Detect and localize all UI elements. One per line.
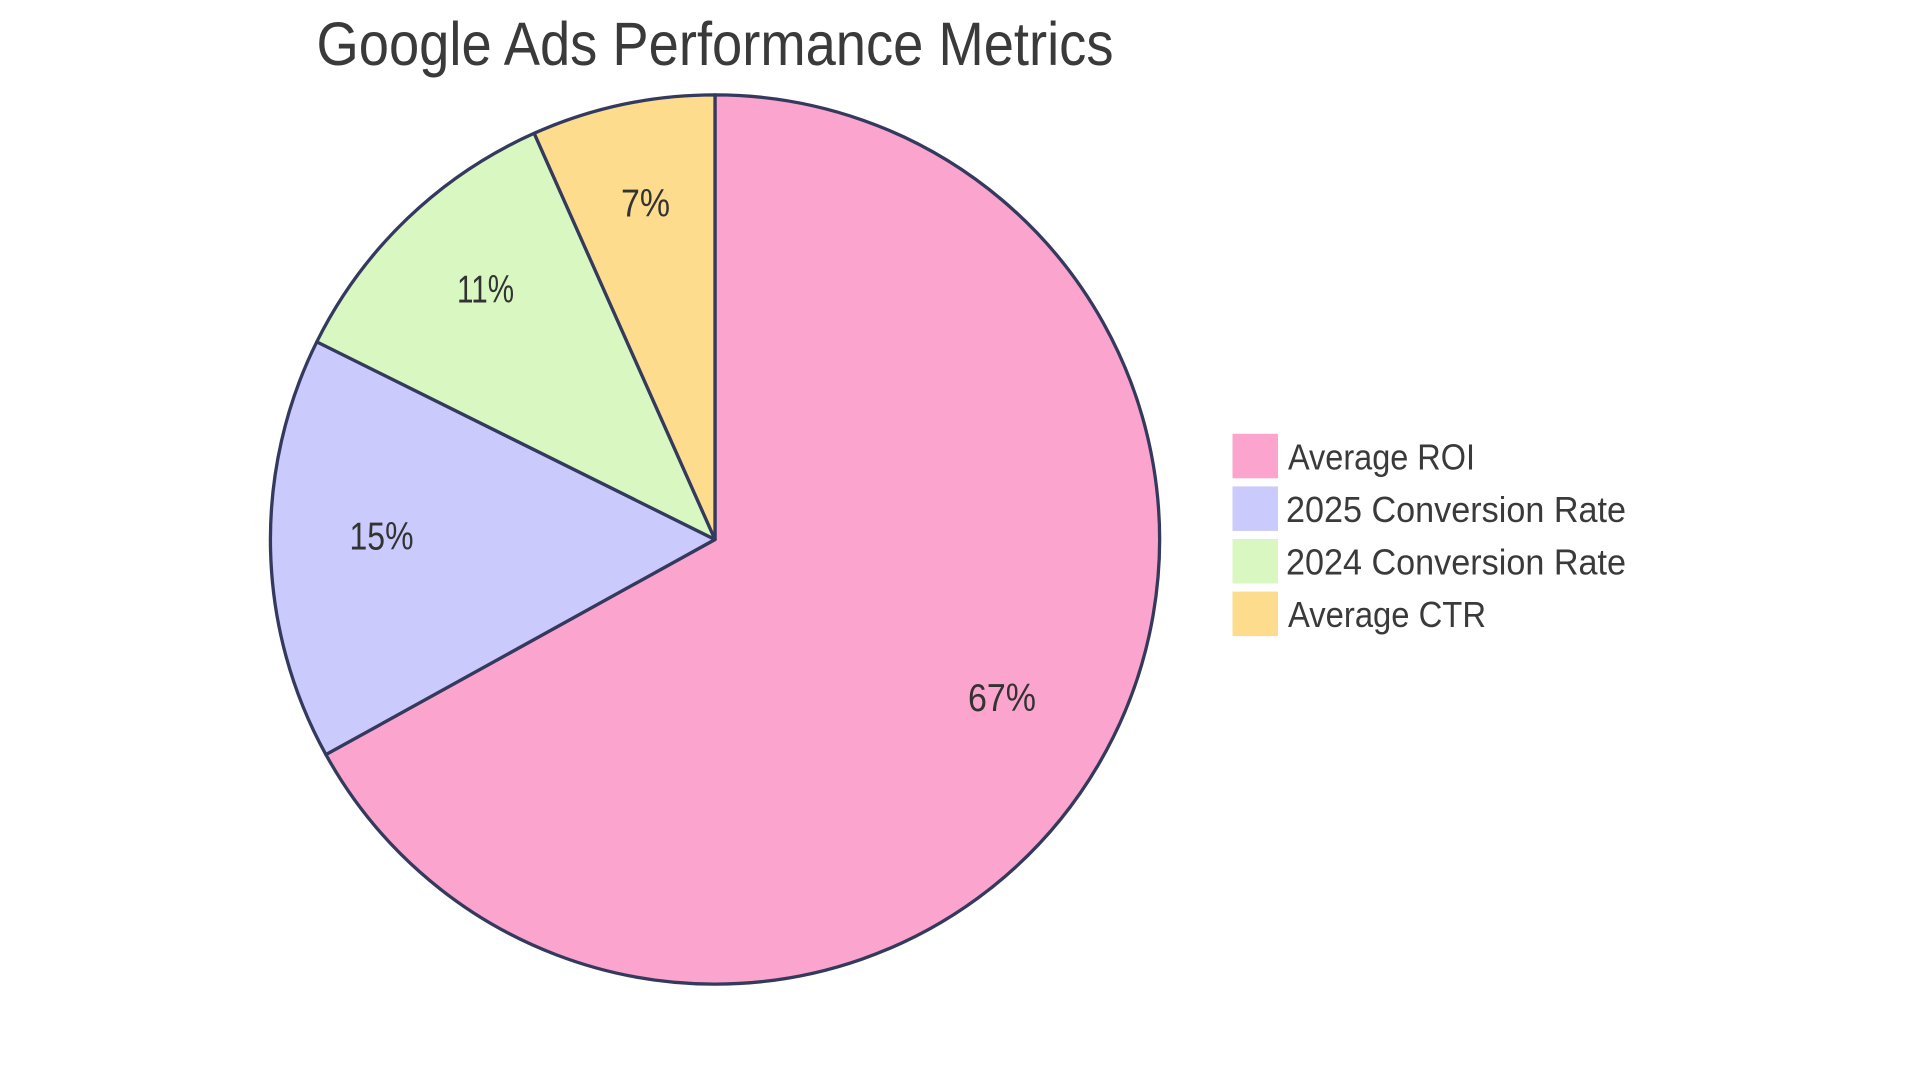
svg-text:Google Ads Performance Metrics: Google Ads Performance Metrics (317, 10, 1114, 79)
svg-text:2024 Conversion Rate: 2024 Conversion Rate (1286, 542, 1626, 583)
svg-text:67%: 67% (968, 677, 1036, 720)
svg-text:15%: 15% (350, 516, 414, 559)
svg-text:Average ROI: Average ROI (1288, 436, 1475, 477)
svg-text:11%: 11% (457, 269, 514, 312)
svg-text:Average CTR: Average CTR (1288, 594, 1486, 635)
svg-text:2025 Conversion Rate: 2025 Conversion Rate (1286, 489, 1626, 530)
svg-text:7%: 7% (621, 183, 670, 226)
